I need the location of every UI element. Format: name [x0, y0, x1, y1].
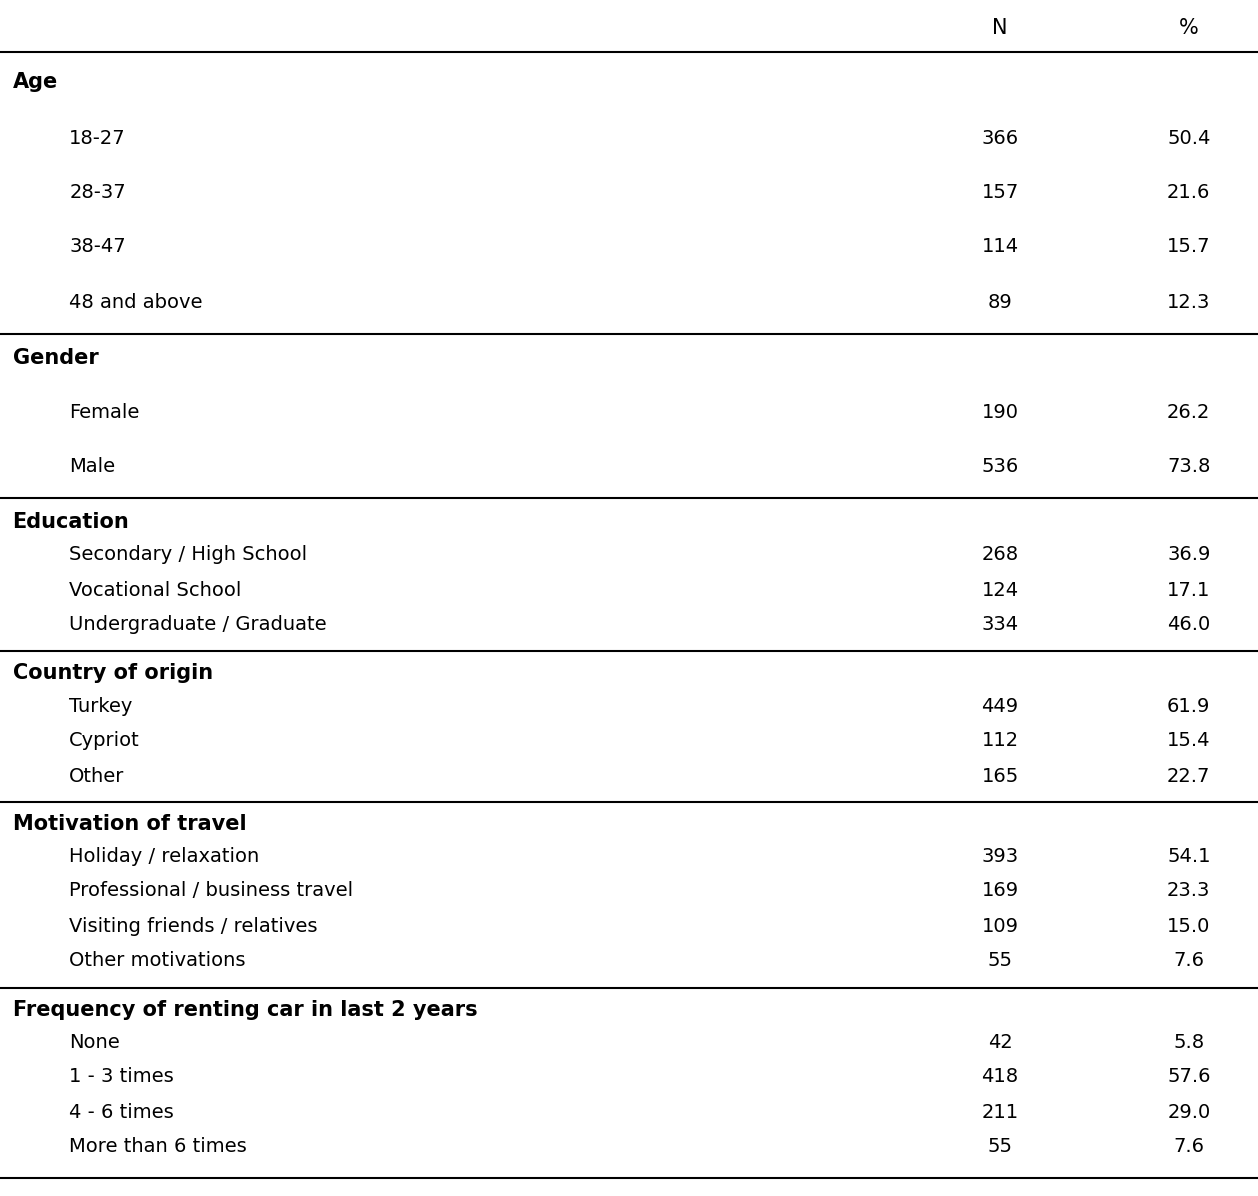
Text: 1 - 3 times: 1 - 3 times — [69, 1068, 174, 1086]
Text: 61.9: 61.9 — [1167, 696, 1210, 715]
Text: Holiday / relaxation: Holiday / relaxation — [69, 847, 259, 866]
Text: Motivation of travel: Motivation of travel — [13, 814, 247, 834]
Text: 15.0: 15.0 — [1167, 916, 1210, 935]
Text: 55: 55 — [988, 1137, 1013, 1157]
Text: 48 and above: 48 and above — [69, 293, 203, 311]
Text: 7.6: 7.6 — [1174, 952, 1204, 970]
Text: Education: Education — [13, 512, 130, 532]
Text: Professional / business travel: Professional / business travel — [69, 881, 353, 901]
Text: 7.6: 7.6 — [1174, 1137, 1204, 1157]
Text: 418: 418 — [981, 1068, 1019, 1086]
Text: 190: 190 — [981, 403, 1019, 421]
Text: Frequency of renting car in last 2 years: Frequency of renting car in last 2 years — [13, 1000, 477, 1020]
Text: 12.3: 12.3 — [1167, 293, 1210, 311]
Text: 46.0: 46.0 — [1167, 616, 1210, 635]
Text: 449: 449 — [981, 696, 1019, 715]
Text: Age: Age — [13, 72, 58, 92]
Text: 334: 334 — [981, 616, 1019, 635]
Text: 23.3: 23.3 — [1167, 881, 1210, 901]
Text: Visiting friends / relatives: Visiting friends / relatives — [69, 916, 318, 935]
Text: 26.2: 26.2 — [1167, 403, 1210, 421]
Text: 17.1: 17.1 — [1167, 580, 1210, 599]
Text: More than 6 times: More than 6 times — [69, 1137, 247, 1157]
Text: 169: 169 — [981, 881, 1019, 901]
Text: 211: 211 — [981, 1103, 1019, 1122]
Text: Male: Male — [69, 457, 116, 476]
Text: 15.7: 15.7 — [1167, 238, 1210, 256]
Text: Cypriot: Cypriot — [69, 732, 140, 751]
Text: 393: 393 — [981, 847, 1019, 866]
Text: 21.6: 21.6 — [1167, 183, 1210, 201]
Text: 536: 536 — [981, 457, 1019, 476]
Text: 54.1: 54.1 — [1167, 847, 1210, 866]
Text: 89: 89 — [988, 293, 1013, 311]
Text: 112: 112 — [981, 732, 1019, 751]
Text: 15.4: 15.4 — [1167, 732, 1210, 751]
Text: 157: 157 — [981, 183, 1019, 201]
Text: 55: 55 — [988, 952, 1013, 970]
Text: Other motivations: Other motivations — [69, 952, 245, 970]
Text: 28-37: 28-37 — [69, 183, 126, 201]
Text: Female: Female — [69, 403, 140, 421]
Text: Vocational School: Vocational School — [69, 580, 242, 599]
Text: 42: 42 — [988, 1032, 1013, 1051]
Text: Gender: Gender — [13, 348, 98, 368]
Text: 29.0: 29.0 — [1167, 1103, 1210, 1122]
Text: 268: 268 — [981, 545, 1019, 565]
Text: 57.6: 57.6 — [1167, 1068, 1210, 1086]
Text: Country of origin: Country of origin — [13, 663, 213, 683]
Text: 366: 366 — [981, 128, 1019, 147]
Text: 4 - 6 times: 4 - 6 times — [69, 1103, 174, 1122]
Text: 73.8: 73.8 — [1167, 457, 1210, 476]
Text: Secondary / High School: Secondary / High School — [69, 545, 307, 565]
Text: 18-27: 18-27 — [69, 128, 126, 147]
Text: 22.7: 22.7 — [1167, 767, 1210, 786]
Text: 5.8: 5.8 — [1174, 1032, 1204, 1051]
Text: 165: 165 — [981, 767, 1019, 786]
Text: Turkey: Turkey — [69, 696, 132, 715]
Text: 114: 114 — [981, 238, 1019, 256]
Text: 124: 124 — [981, 580, 1019, 599]
Text: 109: 109 — [981, 916, 1019, 935]
Text: N: N — [993, 18, 1008, 38]
Text: Undergraduate / Graduate: Undergraduate / Graduate — [69, 616, 327, 635]
Text: 38-47: 38-47 — [69, 238, 126, 256]
Text: None: None — [69, 1032, 120, 1051]
Text: Other: Other — [69, 767, 125, 786]
Text: %: % — [1179, 18, 1199, 38]
Text: 36.9: 36.9 — [1167, 545, 1210, 565]
Text: 50.4: 50.4 — [1167, 128, 1210, 147]
